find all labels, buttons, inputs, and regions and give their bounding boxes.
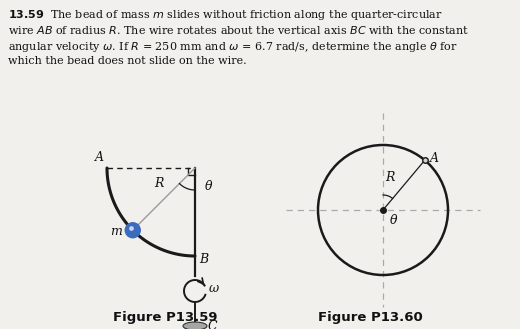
Text: A: A [430,152,439,165]
Text: Figure P13.60: Figure P13.60 [318,311,422,324]
Ellipse shape [183,322,207,329]
Text: B: B [199,253,208,266]
Text: wire $AB$ of radius $R$. The wire rotates about the vertical axis $BC$ with the : wire $AB$ of radius $R$. The wire rotate… [8,24,469,36]
Text: ω: ω [209,282,219,294]
Text: θ: θ [390,214,397,227]
Text: C: C [208,319,218,329]
Circle shape [125,223,140,238]
Text: Figure P13.59: Figure P13.59 [113,311,217,324]
Text: m: m [110,225,122,238]
Text: R: R [154,177,164,190]
Text: R: R [385,171,395,184]
Text: which the bead does not slide on the wire.: which the bead does not slide on the wir… [8,56,246,66]
Text: angular velocity $\omega$. If $R$ = 250 mm and $\omega$ = 6.7 rad/s, determine t: angular velocity $\omega$. If $R$ = 250 … [8,40,458,54]
Text: θ: θ [205,180,213,192]
Text: A: A [95,151,104,164]
Text: $\mathbf{13.59}$  The bead of mass $m$ slides without friction along the quarter: $\mathbf{13.59}$ The bead of mass $m$ sl… [8,8,443,22]
